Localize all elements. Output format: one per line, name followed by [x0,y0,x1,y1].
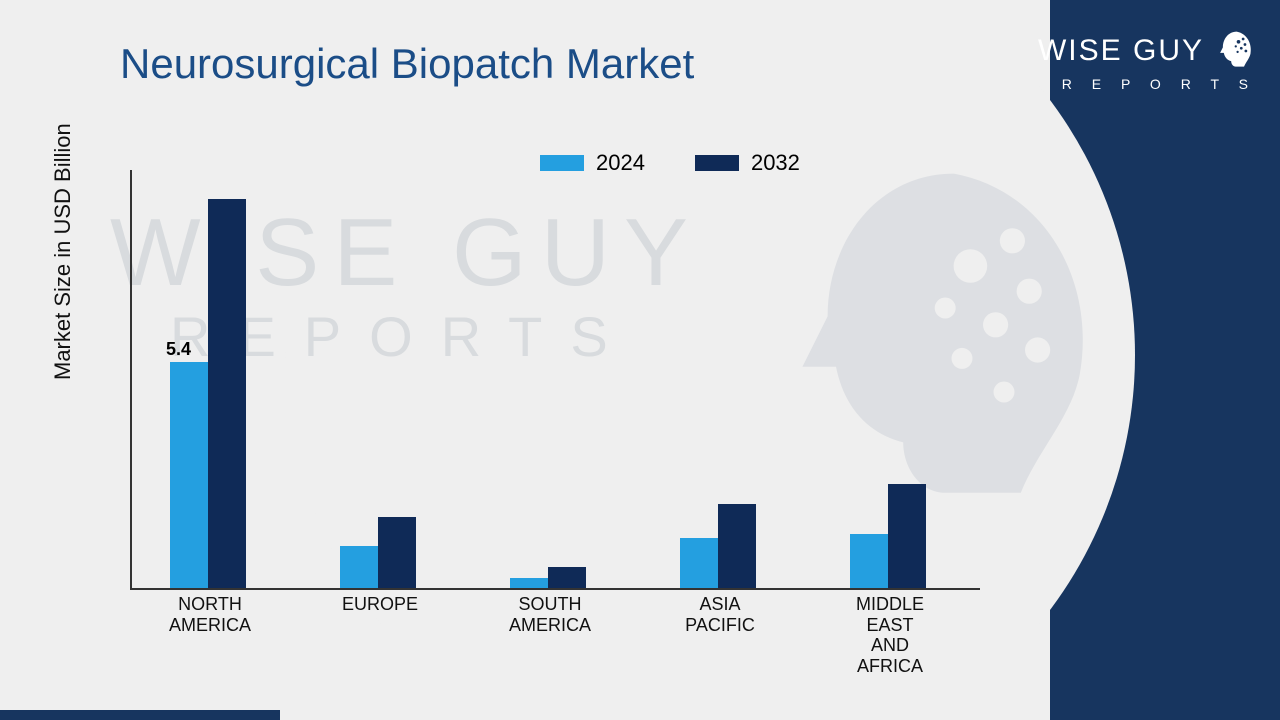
bar-2024 [510,578,548,588]
bar-2024 [680,538,718,588]
legend-label-2032: 2032 [751,150,800,176]
bar-2024 [850,534,888,588]
brand-sub-text: R E P O R T S [1038,76,1256,92]
category-label: NORTHAMERICA [130,588,290,635]
footer-accent-bar [0,710,280,720]
category-label: ASIAPACIFIC [640,588,800,635]
brand-main-text: WISE GUY [1038,34,1204,68]
legend-item-2032: 2032 [695,150,800,176]
bar-2024 [170,362,208,588]
bar-2032 [548,567,586,588]
category-label: SOUTHAMERICA [470,588,630,635]
category-label: MIDDLEEASTANDAFRICA [810,588,970,677]
legend-label-2024: 2024 [596,150,645,176]
bar-2024 [340,546,378,588]
legend-swatch-2024 [540,155,584,171]
bar-2032 [378,517,416,588]
chart-title: Neurosurgical Biopatch Market [120,40,694,88]
legend-item-2024: 2024 [540,150,645,176]
bar-2032 [208,199,246,588]
brand-head-icon [1210,28,1256,74]
chart-area: Market Size in USD Billion 5.4NORTHAMERI… [100,160,980,590]
bar-2032 [888,484,926,589]
category-label: EUROPE [300,588,460,615]
y-axis-label: Market Size in USD Billion [50,123,76,380]
bar-2032 [718,504,756,588]
legend-swatch-2032 [695,155,739,171]
legend: 2024 2032 [540,150,800,176]
brand-block: WISE GUY R E P O R T S [1038,28,1256,92]
plot-area: 5.4NORTHAMERICAEUROPESOUTHAMERICAASIAPAC… [130,170,980,588]
page-root: WISE GUY R E P O R T S Neurosurgical Bio… [0,0,1280,720]
